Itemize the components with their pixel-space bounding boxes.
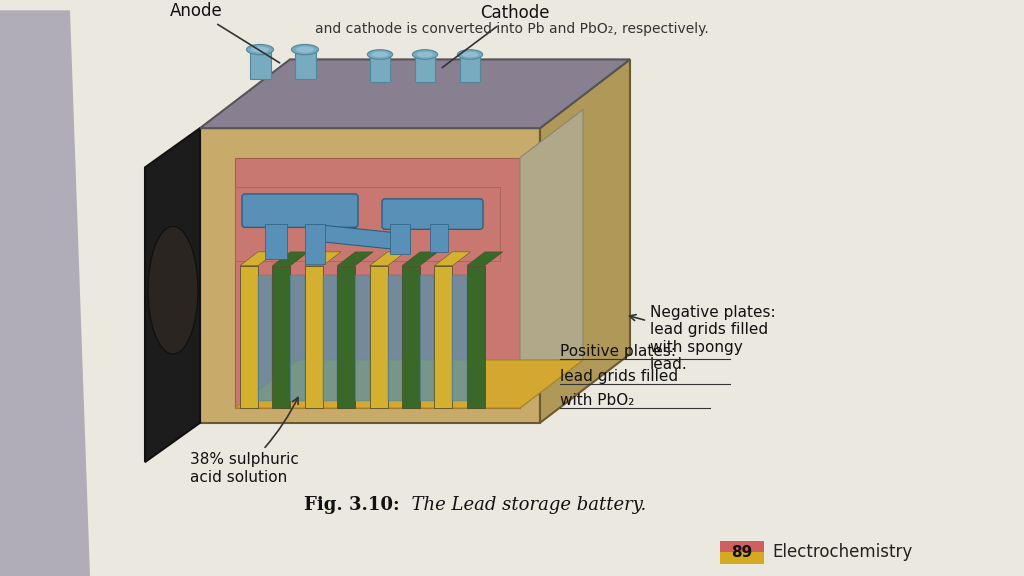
Polygon shape — [337, 252, 373, 266]
Ellipse shape — [296, 47, 314, 52]
Text: Negative plates:
lead grids filled
with spongy
lead.: Negative plates: lead grids filled with … — [630, 305, 775, 372]
Polygon shape — [145, 128, 200, 462]
Polygon shape — [200, 59, 630, 128]
Bar — [295, 50, 315, 79]
Ellipse shape — [413, 50, 437, 59]
Text: and cathode is converted into Pb and PbO₂, respectively.: and cathode is converted into Pb and PbO… — [315, 22, 709, 36]
Bar — [258, 275, 272, 401]
Polygon shape — [402, 252, 438, 266]
Bar — [323, 275, 337, 401]
Text: Cathode: Cathode — [442, 4, 550, 67]
Text: Electrochemistry: Electrochemistry — [772, 543, 912, 562]
Polygon shape — [240, 252, 276, 266]
Bar — [390, 225, 410, 254]
Bar — [305, 225, 325, 264]
Bar — [355, 275, 370, 401]
Bar — [415, 55, 435, 82]
Ellipse shape — [148, 226, 198, 354]
Text: Fig. 3.10:: Fig. 3.10: — [304, 497, 400, 514]
Bar — [234, 158, 520, 408]
Bar — [467, 266, 484, 408]
Polygon shape — [305, 252, 341, 266]
Polygon shape — [315, 225, 410, 251]
Bar — [200, 128, 540, 423]
Ellipse shape — [368, 50, 392, 59]
Ellipse shape — [247, 44, 273, 55]
Text: Anode: Anode — [170, 2, 280, 63]
Bar — [240, 266, 258, 408]
Bar — [720, 552, 764, 564]
Bar — [370, 266, 388, 408]
Bar — [453, 275, 467, 401]
Ellipse shape — [292, 44, 318, 55]
Ellipse shape — [372, 52, 388, 57]
Polygon shape — [520, 109, 583, 408]
Polygon shape — [467, 252, 503, 266]
Polygon shape — [234, 360, 583, 408]
Bar — [305, 266, 323, 408]
Text: Positive plates:: Positive plates: — [560, 344, 676, 359]
Text: lead grids filled: lead grids filled — [560, 369, 678, 384]
FancyBboxPatch shape — [382, 199, 483, 229]
Ellipse shape — [458, 50, 482, 59]
FancyBboxPatch shape — [242, 194, 358, 228]
Bar — [291, 275, 305, 401]
Bar — [265, 225, 287, 259]
Polygon shape — [272, 252, 308, 266]
Bar — [430, 225, 449, 252]
Bar — [460, 55, 480, 82]
Ellipse shape — [251, 47, 269, 52]
Polygon shape — [0, 10, 90, 576]
Text: 89: 89 — [731, 545, 753, 560]
Text: 38% sulphuric
acid solution: 38% sulphuric acid solution — [190, 397, 299, 484]
Bar — [371, 55, 390, 82]
Bar — [402, 266, 420, 408]
Polygon shape — [540, 59, 630, 423]
Polygon shape — [434, 252, 470, 266]
Polygon shape — [370, 252, 406, 266]
Ellipse shape — [462, 52, 478, 57]
Bar — [337, 266, 355, 408]
Bar — [234, 187, 500, 261]
Bar — [388, 275, 402, 401]
Bar — [434, 266, 453, 408]
Bar — [420, 275, 434, 401]
Bar — [250, 50, 270, 79]
Ellipse shape — [417, 52, 433, 57]
Bar — [272, 266, 291, 408]
Text: with PbO₂: with PbO₂ — [560, 393, 635, 408]
Bar — [720, 541, 764, 552]
Text: The Lead storage battery.: The Lead storage battery. — [400, 497, 646, 514]
